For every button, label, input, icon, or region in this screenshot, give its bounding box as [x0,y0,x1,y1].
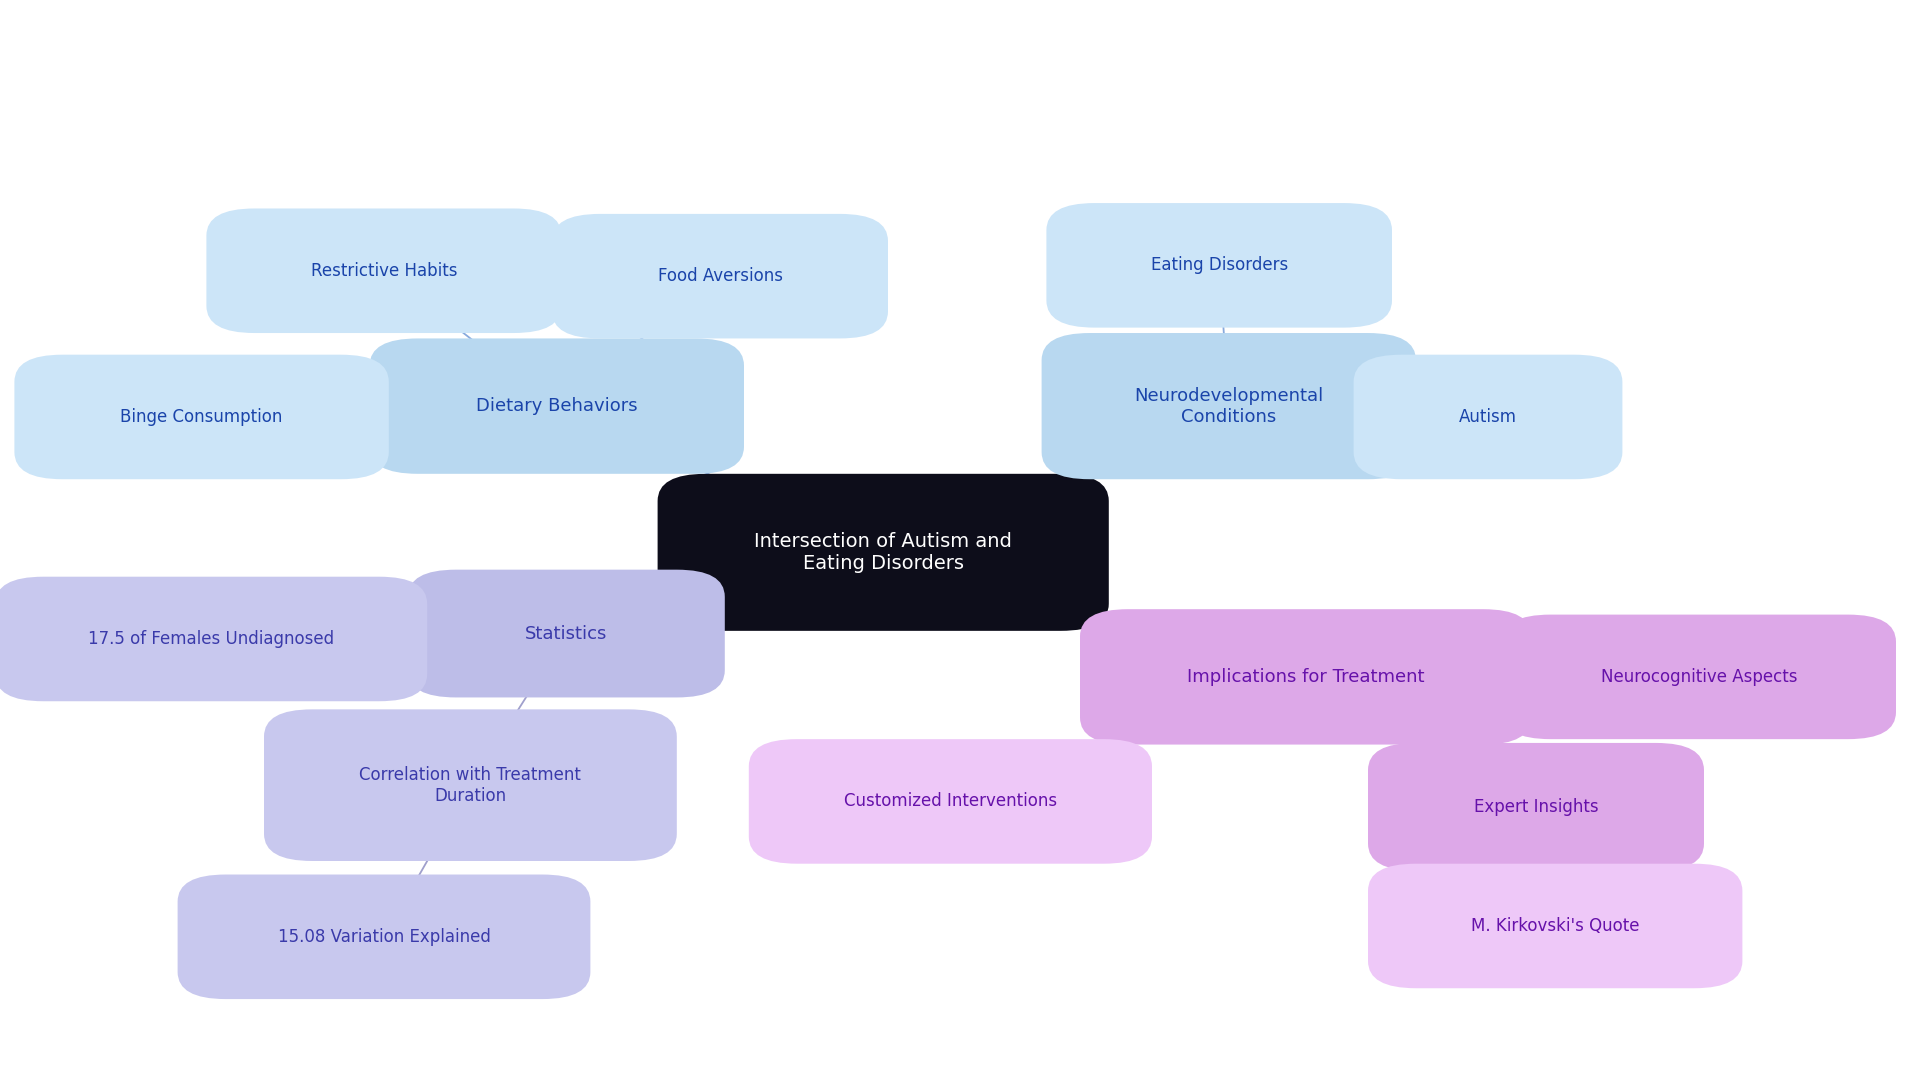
FancyBboxPatch shape [1354,355,1622,479]
Text: 17.5 of Females Undiagnosed: 17.5 of Females Undiagnosed [88,630,334,648]
Text: Expert Insights: Expert Insights [1475,798,1597,815]
Text: Neurodevelopmental
Conditions: Neurodevelopmental Conditions [1135,387,1323,426]
Text: Eating Disorders: Eating Disorders [1150,257,1288,274]
FancyBboxPatch shape [1079,609,1532,745]
Text: Statistics: Statistics [526,625,607,642]
Text: Food Aversions: Food Aversions [657,268,783,285]
FancyBboxPatch shape [13,355,388,479]
FancyBboxPatch shape [207,208,561,334]
FancyBboxPatch shape [1367,743,1705,871]
Text: Correlation with Treatment
Duration: Correlation with Treatment Duration [359,766,582,805]
FancyBboxPatch shape [369,338,743,474]
FancyBboxPatch shape [177,875,591,999]
Text: Customized Interventions: Customized Interventions [843,793,1058,810]
FancyBboxPatch shape [657,474,1110,630]
Text: Binge Consumption: Binge Consumption [121,408,282,426]
FancyBboxPatch shape [1367,864,1741,988]
Text: Implications for Treatment: Implications for Treatment [1187,668,1425,686]
Text: M. Kirkovski's Quote: M. Kirkovski's Quote [1471,917,1640,935]
FancyBboxPatch shape [1046,204,1392,327]
FancyBboxPatch shape [553,214,887,338]
FancyBboxPatch shape [263,709,678,861]
FancyBboxPatch shape [1501,615,1895,739]
FancyBboxPatch shape [0,577,426,702]
Text: Restrictive Habits: Restrictive Habits [311,262,457,279]
FancyBboxPatch shape [1041,334,1417,479]
Text: 15.08 Variation Explained: 15.08 Variation Explained [278,928,490,945]
FancyBboxPatch shape [407,570,724,697]
FancyBboxPatch shape [749,739,1152,864]
Text: Neurocognitive Aspects: Neurocognitive Aspects [1601,668,1797,686]
Text: Dietary Behaviors: Dietary Behaviors [476,397,637,415]
Text: Intersection of Autism and
Eating Disorders: Intersection of Autism and Eating Disord… [755,532,1012,573]
Text: Autism: Autism [1459,408,1517,426]
